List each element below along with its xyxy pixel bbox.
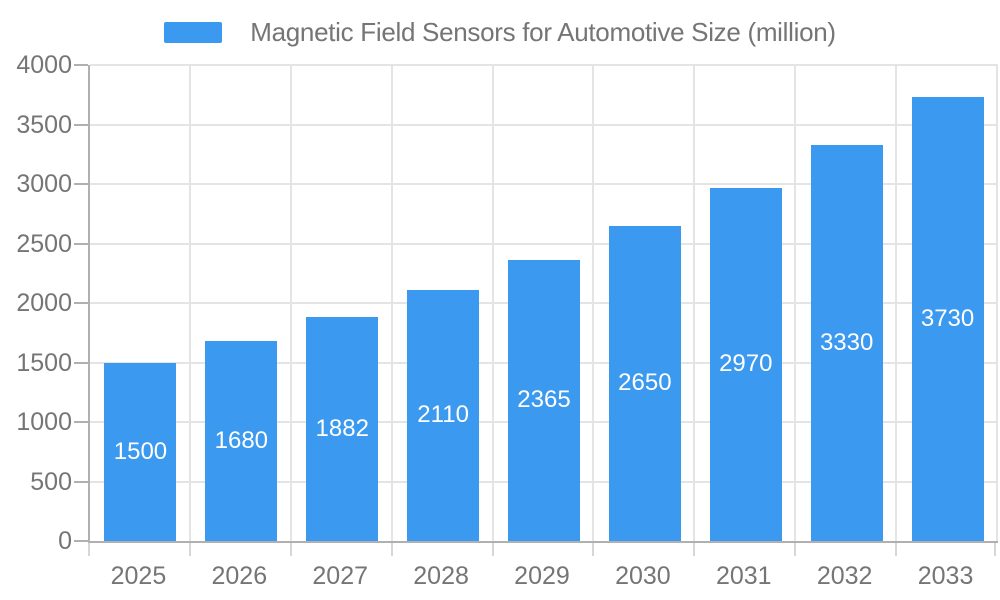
y-tick-mark xyxy=(74,421,88,423)
y-tick-mark xyxy=(74,123,88,126)
gridline-vertical xyxy=(491,65,494,541)
bar-value-label: 2970 xyxy=(719,350,773,378)
bar-value-label: 1882 xyxy=(315,415,369,443)
gridline-horizontal xyxy=(90,123,998,126)
bar-2028[interactable]: 2110 xyxy=(407,289,480,541)
y-tick-mark xyxy=(74,540,88,542)
plot-area: 1500 1680 1882 2110 2365 2650 2970 3330 3730 xyxy=(88,64,998,543)
y-axis-labels: 0 500 1000 1500 2000 2500 3000 3500 4000 xyxy=(0,51,72,555)
bar-value-label: 2365 xyxy=(517,386,571,414)
y-tick-mark xyxy=(74,302,88,304)
gridline-horizontal xyxy=(90,242,998,245)
x-tick-mark xyxy=(390,543,393,556)
bar-2033[interactable]: 3730 xyxy=(911,97,984,541)
x-tick-label: 2030 xyxy=(615,562,671,590)
x-tick-mark xyxy=(289,543,292,556)
x-tick-label: 2029 xyxy=(514,562,570,590)
legend[interactable]: Magnetic Field Sensors for Automotive Si… xyxy=(0,16,1000,48)
gridline-vertical xyxy=(996,65,998,541)
gridline-vertical xyxy=(390,65,393,541)
bar-value-label: 2650 xyxy=(618,369,672,397)
bar-value-label: 1500 xyxy=(113,437,168,465)
x-tick-mark xyxy=(491,543,494,556)
gridline-vertical xyxy=(693,65,696,541)
y-tick-mark xyxy=(74,361,88,364)
y-tick-mark xyxy=(74,480,88,483)
legend-swatch-icon xyxy=(164,21,223,43)
gridline-vertical xyxy=(794,65,797,541)
x-tick-label: 2032 xyxy=(816,562,873,590)
bar-value-label: 3330 xyxy=(819,328,874,356)
bar-2031[interactable]: 2970 xyxy=(709,187,782,541)
legend-label: Magnetic Field Sensors for Automotive Si… xyxy=(250,16,836,47)
gridline-vertical xyxy=(592,65,595,541)
x-tick-mark xyxy=(994,543,996,556)
bar-2026[interactable]: 1680 xyxy=(205,341,278,541)
bar-2025[interactable]: 1500 xyxy=(104,362,177,541)
y-tick-mark xyxy=(74,183,88,185)
y-tick-mark xyxy=(74,242,88,245)
x-tick-label: 2026 xyxy=(211,562,268,590)
y-tick-label: 2000 xyxy=(16,289,72,317)
x-tick-mark xyxy=(88,543,90,556)
bar-value-label: 2110 xyxy=(417,401,469,429)
x-tick-mark xyxy=(592,543,595,556)
y-tick-label: 1500 xyxy=(16,348,72,377)
x-tick-label: 2031 xyxy=(715,562,772,590)
gridline-vertical xyxy=(188,65,191,541)
x-tick-mark xyxy=(794,543,797,556)
x-tick-mark xyxy=(188,543,191,556)
bar-2027[interactable]: 1882 xyxy=(306,317,379,541)
y-tick-label: 3500 xyxy=(16,110,72,139)
gridline-horizontal xyxy=(90,64,998,66)
x-tick-mark xyxy=(895,543,898,556)
y-tick-label: 1000 xyxy=(16,408,72,436)
y-tick-label: 500 xyxy=(30,467,72,496)
bar-2032[interactable]: 3330 xyxy=(810,144,883,541)
bar-2029[interactable]: 2365 xyxy=(508,259,580,541)
x-axis-labels: 2025 2026 2027 2028 2029 2030 2031 2032 2033 xyxy=(88,560,996,592)
gridline-vertical xyxy=(895,65,898,541)
y-tick-mark xyxy=(74,64,88,66)
y-tick-label: 0 xyxy=(58,527,72,555)
y-tick-label: 2500 xyxy=(16,229,72,258)
gridline-vertical xyxy=(289,65,292,541)
bar-2030[interactable]: 2650 xyxy=(608,225,681,541)
x-tick-label: 2027 xyxy=(312,562,369,590)
x-tick-label: 2028 xyxy=(413,562,469,590)
bar-value-label: 1680 xyxy=(214,427,269,455)
gridline-horizontal xyxy=(90,183,998,185)
x-tick-label: 2025 xyxy=(110,562,167,590)
x-tick-label: 2033 xyxy=(917,562,974,590)
x-tick-mark xyxy=(693,543,696,556)
y-tick-label: 4000 xyxy=(16,51,72,79)
y-tick-label: 3000 xyxy=(16,170,72,198)
bar-value-label: 3730 xyxy=(920,305,975,333)
